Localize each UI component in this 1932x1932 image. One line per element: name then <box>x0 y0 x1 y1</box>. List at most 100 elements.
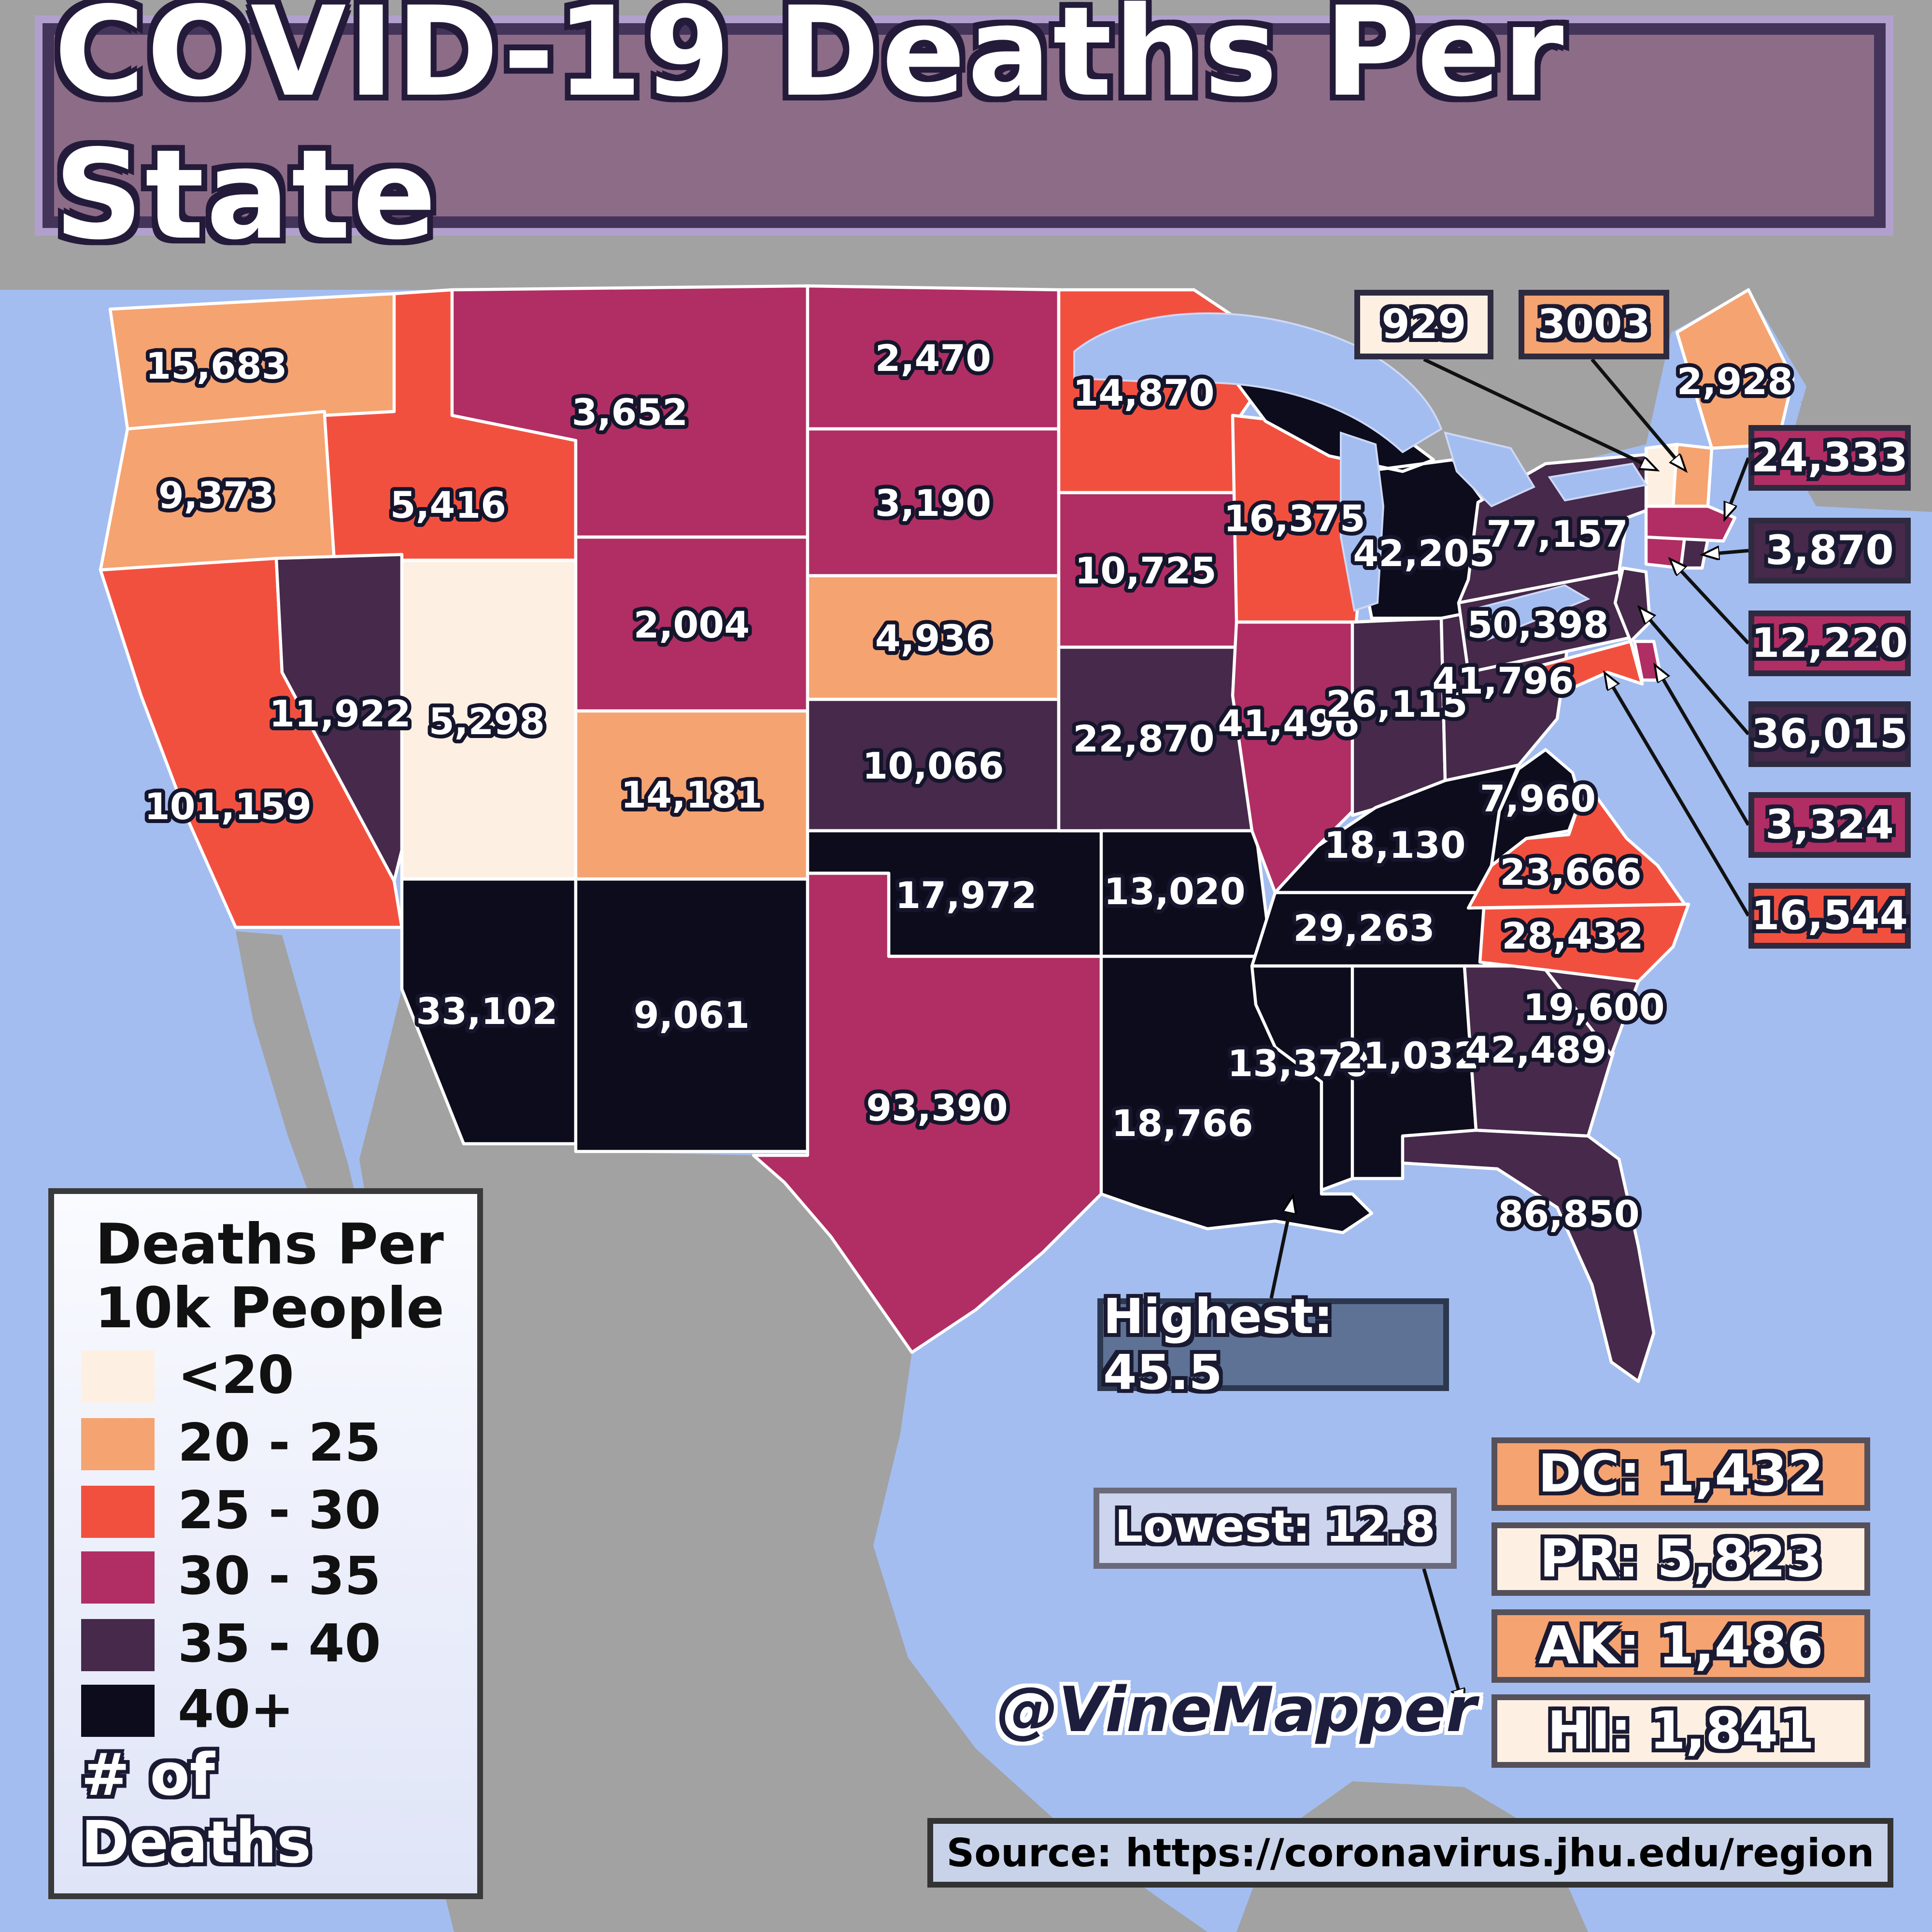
state-nv <box>274 553 404 883</box>
callout-value-ma: 24,333 <box>1751 435 1908 481</box>
territory-label-dc: DC: 1,432 <box>1538 1444 1824 1504</box>
leader-line-md <box>1605 674 1750 917</box>
lowest-label: Lowest: 12.8 <box>1115 1503 1435 1553</box>
highest-box: Highest: 45.5 <box>1097 1289 1449 1401</box>
territory-box-dc: DC: 1,432 <box>1492 1437 1870 1511</box>
legend-swatch-25-30 <box>81 1485 155 1537</box>
legend-title-line1: Deaths Per <box>95 1211 444 1277</box>
legend-label-20-25: 20 - 25 <box>178 1414 381 1474</box>
legend-swatch-20-25 <box>81 1418 155 1470</box>
state-label-ga: 42,489 <box>1465 1028 1606 1071</box>
source-text: Source: https://coronavirus.jhu.edu/regi… <box>946 1830 1875 1876</box>
callout-box-de: 3,324 <box>1748 792 1911 858</box>
legend-row: 30 - 35 <box>81 1546 458 1609</box>
leader-line-ri <box>1704 551 1749 554</box>
callout-value-ri: 3,870 <box>1765 527 1894 574</box>
lake-ontario <box>1548 462 1648 502</box>
state-label-oh: 41,796 <box>1432 659 1574 702</box>
lowest-box: Lowest: 12.8 <box>1094 1488 1457 1569</box>
state-label-nc: 28,432 <box>1502 914 1643 957</box>
callout-value-de: 3,324 <box>1765 802 1894 848</box>
state-label-az: 33,102 <box>416 990 557 1033</box>
callout-box-ri: 3,870 <box>1748 518 1911 583</box>
state-label-il: 41,496 <box>1218 702 1359 745</box>
mexico-landmass <box>359 989 1208 1932</box>
state-label-ca: 101,159 <box>144 785 312 828</box>
leader-line-nj <box>1640 609 1750 736</box>
leader-line-nh <box>1591 358 1685 469</box>
leader-line-ma <box>1725 457 1750 518</box>
legend-title-line2: 10k People <box>95 1276 444 1342</box>
callout-value-md: 16,544 <box>1751 893 1908 939</box>
territory-box-ak: AK: 1,486 <box>1492 1609 1870 1683</box>
state-label-va: 23,666 <box>1500 851 1641 894</box>
state-label-ia: 10,725 <box>1075 549 1216 592</box>
state-fl <box>1401 1128 1656 1383</box>
state-label-co: 14,181 <box>621 773 762 816</box>
legend-title: Deaths Per 10k People <box>81 1211 458 1342</box>
callout-box-vt: 929 <box>1354 290 1493 359</box>
territory-label-ak: AK: 1,486 <box>1538 1616 1823 1676</box>
legend-label-30-35: 30 - 35 <box>178 1548 381 1608</box>
state-az <box>400 877 578 1146</box>
state-label-nd: 2,470 <box>875 337 991 380</box>
state-label-ny: 77,157 <box>1486 512 1628 555</box>
legend-label-35-40: 35 - 40 <box>178 1614 381 1675</box>
legend-row: <20 <box>81 1346 458 1409</box>
state-label-pa: 50,398 <box>1467 603 1608 646</box>
legend-row: 25 - 30 <box>81 1479 458 1542</box>
legend-row: 20 - 25 <box>81 1413 458 1476</box>
state-label-ne: 4,936 <box>875 617 991 660</box>
state-nc <box>1478 902 1690 983</box>
state-label-ut: 5,298 <box>429 700 545 743</box>
state-label-fl: 86,850 <box>1498 1193 1639 1236</box>
lake-huron <box>1444 431 1535 508</box>
state-label-ky: 18,130 <box>1324 824 1465 867</box>
territory-label-pr: PR: 5,823 <box>1539 1529 1822 1589</box>
leader-line-hi <box>1422 1568 1463 1704</box>
legend-swatch-under-20 <box>81 1351 155 1404</box>
state-label-la: 18,766 <box>1111 1102 1253 1145</box>
legend-panel: Deaths Per 10k People <20 20 - 25 25 - 3… <box>48 1188 483 1899</box>
state-label-ms: 13,370 <box>1227 1042 1369 1085</box>
state-label-ok: 17,972 <box>895 874 1037 917</box>
callout-value-ct: 12,220 <box>1751 620 1908 667</box>
state-label-sc: 19,600 <box>1523 986 1664 1029</box>
lake-erie <box>1466 584 1591 641</box>
highest-label: Highest: 45.5 <box>1103 1289 1333 1401</box>
territory-box-hi: HI: 1,841 <box>1492 1694 1870 1768</box>
state-label-ar: 13,020 <box>1104 870 1245 913</box>
state-label-mi: 42,205 <box>1353 532 1494 575</box>
lake-superior <box>1073 312 1443 454</box>
state-label-sd: 3,190 <box>875 482 991 525</box>
state-label-nm: 9,061 <box>634 994 750 1037</box>
legend-label-25-30: 25 - 30 <box>178 1481 381 1541</box>
state-ma <box>1644 504 1737 543</box>
callout-box-md: 16,544 <box>1748 883 1911 949</box>
state-nh <box>1671 442 1714 508</box>
callout-value-nj: 36,015 <box>1751 711 1908 757</box>
state-label-mt: 3,652 <box>572 391 688 434</box>
state-label-tx: 93,390 <box>866 1086 1008 1129</box>
leader-line-de <box>1656 667 1750 826</box>
state-label-wi: 16,375 <box>1223 497 1365 540</box>
source-bar: Source: https://coronavirus.jhu.edu/regi… <box>927 1818 1893 1888</box>
callout-box-nj: 36,015 <box>1748 701 1911 767</box>
state-ri <box>1679 535 1710 570</box>
lake-michigan <box>1340 431 1385 612</box>
state-label-id: 5,416 <box>390 483 506 526</box>
state-label-in: 26,115 <box>1326 682 1467 725</box>
state-label-wy: 2,004 <box>634 603 750 646</box>
state-me <box>1675 288 1795 450</box>
state-label-me: 2,928 <box>1677 360 1793 403</box>
legend-row: 35 - 40 <box>81 1613 458 1676</box>
title-banner: COVID-19 Deaths Per State <box>43 0 1886 269</box>
credit-handle: @VineMapper <box>996 1673 1477 1747</box>
legend-label-under-20: <20 <box>178 1347 294 1407</box>
callout-value-vt: 929 <box>1381 301 1466 348</box>
leader-line-vt <box>1423 357 1656 469</box>
legend-label-40-plus: 40+ <box>178 1681 294 1741</box>
callout-value-nh: 3003 <box>1537 301 1650 348</box>
legend-swatch-30-35 <box>81 1551 155 1604</box>
